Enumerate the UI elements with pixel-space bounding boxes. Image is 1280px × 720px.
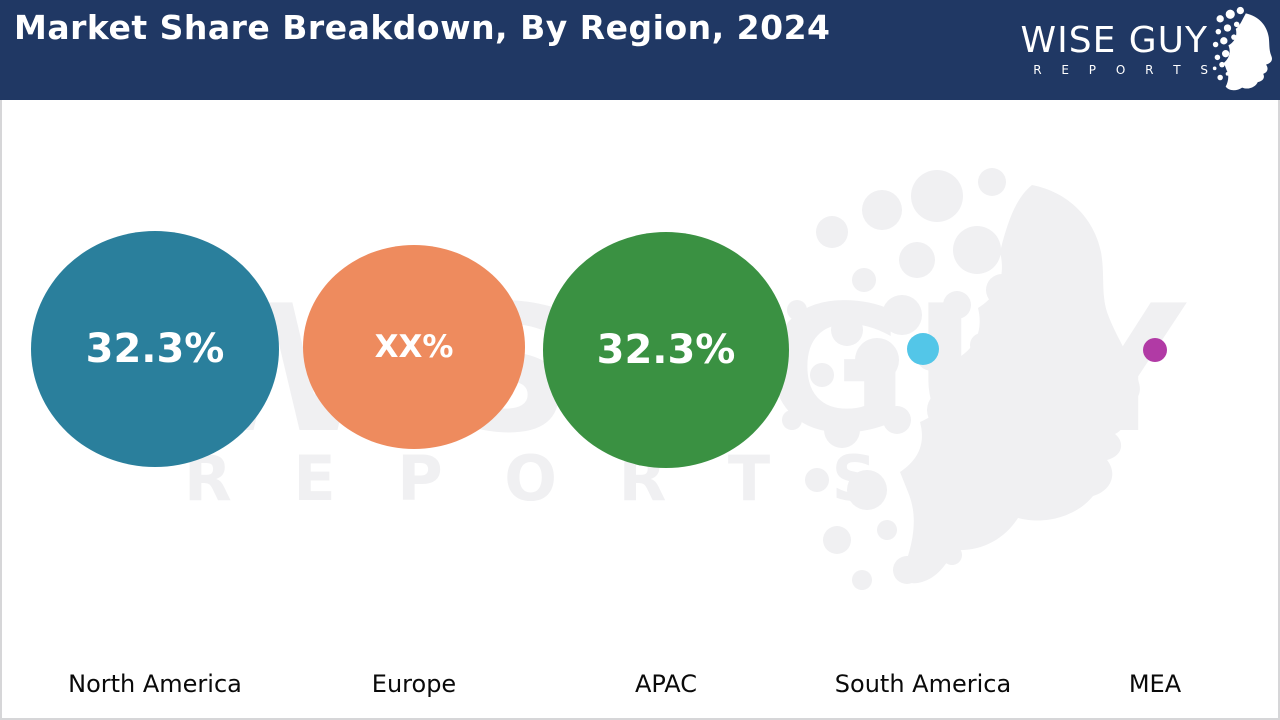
watermark-subtitle: R E P O R T S [184, 442, 896, 515]
bubble-value-label: 32.3% [85, 326, 225, 372]
bubble-europe: XX% [303, 245, 525, 449]
bubble-value-label: XX% [374, 329, 454, 365]
bubble-north-america: 32.3% [31, 231, 279, 467]
wiseguy-logo: WISE GUY R E P O R T S [1021, 0, 1279, 100]
header-bar: Market Share Breakdown, By Region, 2024 … [0, 0, 1280, 100]
wiseguy-head-icon [1212, 6, 1272, 91]
category-label-europe: Europe [371, 670, 457, 698]
category-label-apac: APAC [634, 670, 698, 698]
category-label-south-america: South America [834, 670, 1012, 698]
bubble-value-label: 32.3% [596, 327, 736, 373]
watermark-head-silhouette [769, 168, 1140, 590]
category-label-north-america: North America [68, 670, 242, 698]
plot-area: WISE GUY R E P O R T S 32.3%XX%32.3% Nor… [0, 100, 1280, 720]
bubble-apac: 32.3% [543, 232, 789, 468]
chart-title: Market Share Breakdown, By Region, 2024 [14, 8, 831, 47]
bubble-mea [1143, 338, 1167, 362]
logo-subtitle: R E P O R T S [1033, 63, 1216, 77]
category-label-mea: MEA [1128, 670, 1182, 698]
logo-wordmark: WISE GUY [1020, 20, 1208, 61]
wiseguy-logo-text: WISE GUY R E P O R T S [1020, 20, 1209, 78]
bubble-south-america [907, 333, 939, 365]
